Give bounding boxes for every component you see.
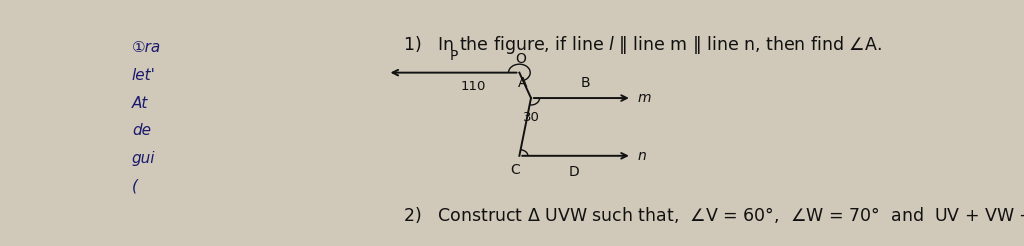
Text: At: At — [132, 96, 148, 111]
Text: O: O — [515, 52, 526, 66]
Text: ①ra: ①ra — [132, 40, 161, 55]
Text: 30: 30 — [523, 111, 540, 124]
Text: 2)   Construct $\Delta$ UVW such that,  $\angle$V = 60°,  $\angle$W = 70°  and  : 2) Construct $\Delta$ UVW such that, $\a… — [403, 205, 1024, 225]
Text: D: D — [568, 165, 579, 179]
Text: de: de — [132, 123, 151, 138]
Text: C: C — [511, 164, 520, 178]
Text: let': let' — [132, 68, 156, 83]
Text: B: B — [581, 76, 590, 90]
Text: 1)   In the figure, if line $l$ $\|$ line m $\|$ line n, then find $\angle$A.: 1) In the figure, if line $l$ $\|$ line … — [403, 34, 882, 56]
Text: 110: 110 — [461, 80, 486, 93]
Text: gui: gui — [132, 151, 156, 166]
Text: (: ( — [132, 179, 138, 194]
Text: A: A — [517, 76, 527, 90]
Text: n: n — [637, 149, 646, 163]
Text: P: P — [450, 49, 458, 63]
Text: m: m — [637, 91, 650, 105]
